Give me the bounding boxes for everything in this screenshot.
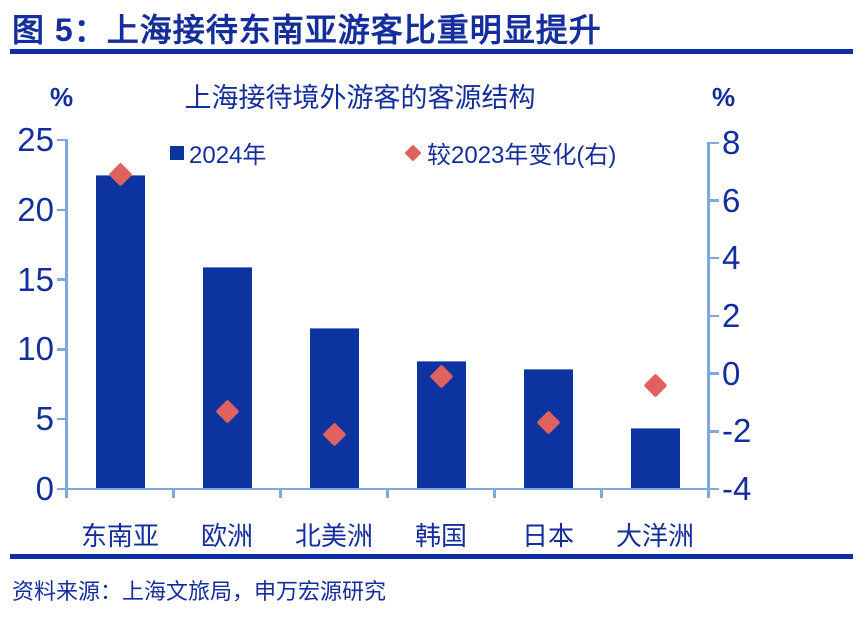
bar-1 xyxy=(202,267,252,490)
bar-5 xyxy=(630,427,680,490)
legend-label-2024: 2024年 xyxy=(189,142,267,169)
category-label-5: 大洋洲 xyxy=(615,521,694,551)
right-tick-label-6: 6 xyxy=(722,181,741,219)
legend-item-change: 较2023年变化(右) xyxy=(404,135,616,170)
right-tick-label-0: 0 xyxy=(722,354,741,392)
diamond-5 xyxy=(642,373,668,398)
left-tick-label-10: 10 xyxy=(17,330,54,368)
left-tick-label-25: 25 xyxy=(17,121,54,158)
left-tick-label-0: 0 xyxy=(35,470,54,507)
figure-title: 图 5：上海接待东南亚游客比重明显提升 xyxy=(12,12,602,48)
category-label-1: 欧洲 xyxy=(200,521,253,551)
right-tick-8 xyxy=(708,141,719,145)
x-tick-1 xyxy=(172,489,175,498)
right-tick-label-8: 8 xyxy=(722,123,741,161)
x-tick-3 xyxy=(386,489,389,498)
right-tick--2 xyxy=(708,430,719,433)
title-underline xyxy=(10,49,853,54)
category-label-3: 韩国 xyxy=(414,521,467,551)
bar-0 xyxy=(95,174,145,490)
left-tick-label-20: 20 xyxy=(17,190,54,228)
x-tick-6 xyxy=(707,489,710,498)
bar-series-swatch-icon xyxy=(170,145,184,160)
bar-2 xyxy=(309,328,359,490)
right-tick-label-4: 4 xyxy=(722,239,741,277)
left-tick-15 xyxy=(56,278,67,281)
left-tick-0 xyxy=(56,487,67,491)
left-tick-10 xyxy=(56,348,67,351)
right-tick-4 xyxy=(708,256,719,260)
bottom-rule xyxy=(10,554,853,559)
right-tick--4 xyxy=(708,487,719,491)
x-tick-5 xyxy=(600,489,603,498)
right-tick-label--4: -4 xyxy=(722,470,752,507)
right-tick-label--2: -2 xyxy=(722,412,752,450)
chart-title: 上海接待境外游客的客源结构 xyxy=(184,83,536,113)
x-tick-0 xyxy=(65,489,68,498)
category-label-4: 日本 xyxy=(521,521,574,551)
source-note: 资料来源：上海文旅局，申万宏源研究 xyxy=(12,579,387,604)
category-label-0: 东南亚 xyxy=(80,521,159,551)
x-tick-4 xyxy=(493,489,496,498)
x-axis-line xyxy=(63,487,712,491)
left-tick-20 xyxy=(56,208,67,212)
right-tick-label-2: 2 xyxy=(722,296,741,334)
left-tick-5 xyxy=(56,417,67,421)
legend-item-2024: 2024年 xyxy=(170,135,266,170)
left-tick-label-5: 5 xyxy=(35,400,54,438)
legend-label-change: 较2023年变化(右) xyxy=(427,142,617,169)
left-tick-label-15: 15 xyxy=(17,260,54,298)
x-tick-2 xyxy=(279,489,282,498)
left-tick-25 xyxy=(56,138,67,142)
left-axis-line xyxy=(65,139,68,497)
right-axis-unit-label: % xyxy=(712,82,736,112)
right-axis-line xyxy=(707,141,710,494)
left-axis-unit-label: % xyxy=(50,82,74,112)
right-tick-6 xyxy=(708,199,719,202)
right-tick-2 xyxy=(708,314,719,318)
right-tick-0 xyxy=(708,372,719,375)
category-label-2: 北美洲 xyxy=(294,521,373,551)
